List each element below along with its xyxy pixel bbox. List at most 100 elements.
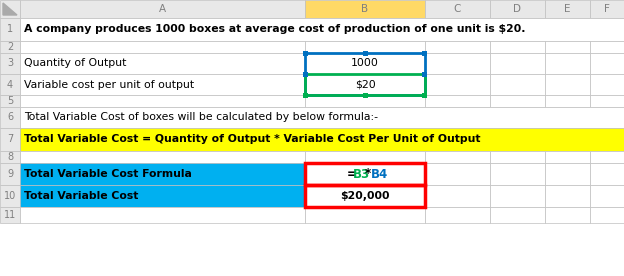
Bar xyxy=(490,41,545,53)
Bar xyxy=(590,207,624,223)
Bar xyxy=(0,18,20,41)
Bar xyxy=(20,185,305,207)
Bar xyxy=(305,0,425,18)
Bar xyxy=(305,163,425,185)
Bar xyxy=(490,95,545,107)
Bar xyxy=(20,41,305,53)
Bar xyxy=(490,163,545,185)
Text: $20,000: $20,000 xyxy=(340,191,390,201)
Bar xyxy=(490,74,545,95)
Bar xyxy=(545,95,590,107)
Text: 8: 8 xyxy=(7,152,13,162)
Text: B: B xyxy=(361,4,369,14)
Text: Variable cost per unit of output: Variable cost per unit of output xyxy=(24,79,194,89)
Bar xyxy=(20,18,624,41)
Bar xyxy=(303,51,308,56)
Bar xyxy=(363,93,368,98)
Text: C: C xyxy=(454,4,461,14)
Bar xyxy=(20,53,305,74)
Bar xyxy=(545,185,590,207)
Text: B4: B4 xyxy=(371,168,389,181)
Text: 10: 10 xyxy=(4,191,16,201)
Bar xyxy=(490,0,545,18)
Bar xyxy=(20,163,305,185)
Bar xyxy=(425,95,490,107)
Text: A company produces 1000 boxes at average cost of production of one unit is $20.: A company produces 1000 boxes at average… xyxy=(24,25,525,34)
Bar xyxy=(590,41,624,53)
Bar xyxy=(425,163,490,185)
Text: 7: 7 xyxy=(7,134,13,145)
Text: =: = xyxy=(346,168,356,181)
Bar xyxy=(545,163,590,185)
Text: 6: 6 xyxy=(7,113,13,123)
Bar xyxy=(0,41,20,53)
Bar xyxy=(20,207,305,223)
Text: Total Variable Cost = Quantity of Output * Variable Cost Per Unit of Output: Total Variable Cost = Quantity of Output… xyxy=(24,134,480,145)
Bar xyxy=(20,151,305,163)
Bar xyxy=(0,151,20,163)
Text: Quantity of Output: Quantity of Output xyxy=(24,59,127,68)
Bar xyxy=(425,207,490,223)
Bar xyxy=(422,51,427,56)
Bar xyxy=(363,51,368,56)
Text: B3: B3 xyxy=(353,168,370,181)
Bar xyxy=(20,128,624,151)
Bar xyxy=(425,0,490,18)
Bar xyxy=(590,163,624,185)
Bar xyxy=(545,151,590,163)
Bar xyxy=(545,41,590,53)
Text: 9: 9 xyxy=(7,169,13,179)
Text: *: * xyxy=(365,168,371,181)
Bar xyxy=(422,93,427,98)
Text: E: E xyxy=(564,4,571,14)
Bar xyxy=(545,0,590,18)
Bar xyxy=(0,107,20,128)
Bar xyxy=(545,207,590,223)
Bar xyxy=(305,74,425,95)
Bar xyxy=(303,93,308,98)
Bar xyxy=(305,74,425,95)
Bar xyxy=(20,107,624,128)
Bar xyxy=(305,185,425,207)
Bar xyxy=(305,53,425,95)
Bar xyxy=(422,72,427,77)
Bar xyxy=(590,185,624,207)
Polygon shape xyxy=(3,3,17,15)
Bar xyxy=(490,53,545,74)
Bar xyxy=(425,41,490,53)
Text: 1: 1 xyxy=(7,25,13,34)
Bar xyxy=(305,185,425,207)
Text: 3: 3 xyxy=(7,59,13,68)
Bar xyxy=(590,0,624,18)
Bar xyxy=(590,53,624,74)
Bar xyxy=(305,151,425,163)
Bar xyxy=(425,185,490,207)
Bar xyxy=(425,74,490,95)
Bar xyxy=(0,0,20,18)
Bar xyxy=(490,151,545,163)
Text: 2: 2 xyxy=(7,42,13,52)
Bar xyxy=(490,185,545,207)
Text: $20: $20 xyxy=(354,79,376,89)
Text: Total Variable Cost: Total Variable Cost xyxy=(24,191,139,201)
Text: Total Variable Cost of boxes will be calculated by below formula:-: Total Variable Cost of boxes will be cal… xyxy=(24,113,378,123)
Bar xyxy=(590,95,624,107)
Bar xyxy=(490,207,545,223)
Bar xyxy=(425,53,490,74)
Bar xyxy=(305,95,425,107)
Text: 11: 11 xyxy=(4,210,16,220)
Bar xyxy=(20,74,305,95)
Bar xyxy=(305,163,425,185)
Text: Total Variable Cost Formula: Total Variable Cost Formula xyxy=(24,169,192,179)
Bar xyxy=(0,185,20,207)
Bar xyxy=(545,53,590,74)
Bar xyxy=(0,74,20,95)
Text: F: F xyxy=(604,4,610,14)
Bar xyxy=(20,0,305,18)
Text: A: A xyxy=(159,4,166,14)
Text: 1000: 1000 xyxy=(351,59,379,68)
Bar xyxy=(305,53,425,74)
Bar xyxy=(0,207,20,223)
Bar xyxy=(0,53,20,74)
Bar xyxy=(0,95,20,107)
